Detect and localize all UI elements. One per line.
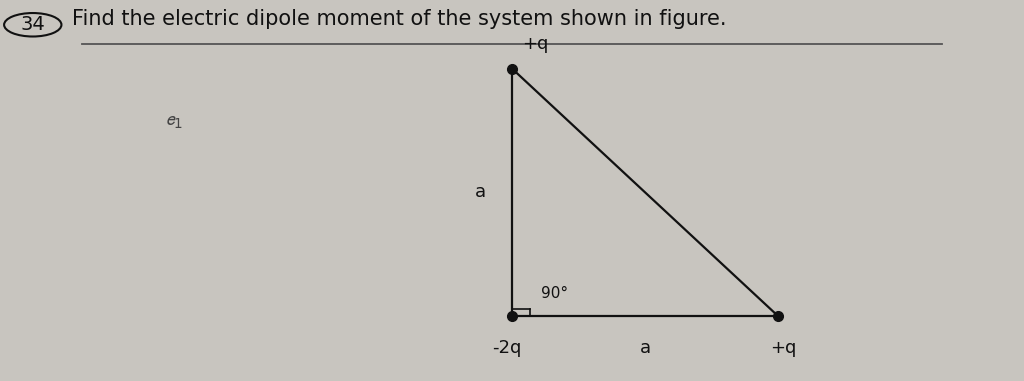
Text: +q: +q: [770, 339, 797, 357]
Text: +q: +q: [522, 35, 549, 53]
Text: $\mathcal{e}_1$: $\mathcal{e}_1$: [165, 112, 183, 131]
Text: -2q: -2q: [493, 339, 521, 357]
Text: 34: 34: [20, 15, 45, 34]
Text: 90°: 90°: [541, 286, 567, 301]
Text: a: a: [640, 339, 650, 357]
Text: a: a: [475, 183, 486, 202]
Text: Find the electric dipole moment of the system shown in figure.: Find the electric dipole moment of the s…: [72, 9, 726, 29]
